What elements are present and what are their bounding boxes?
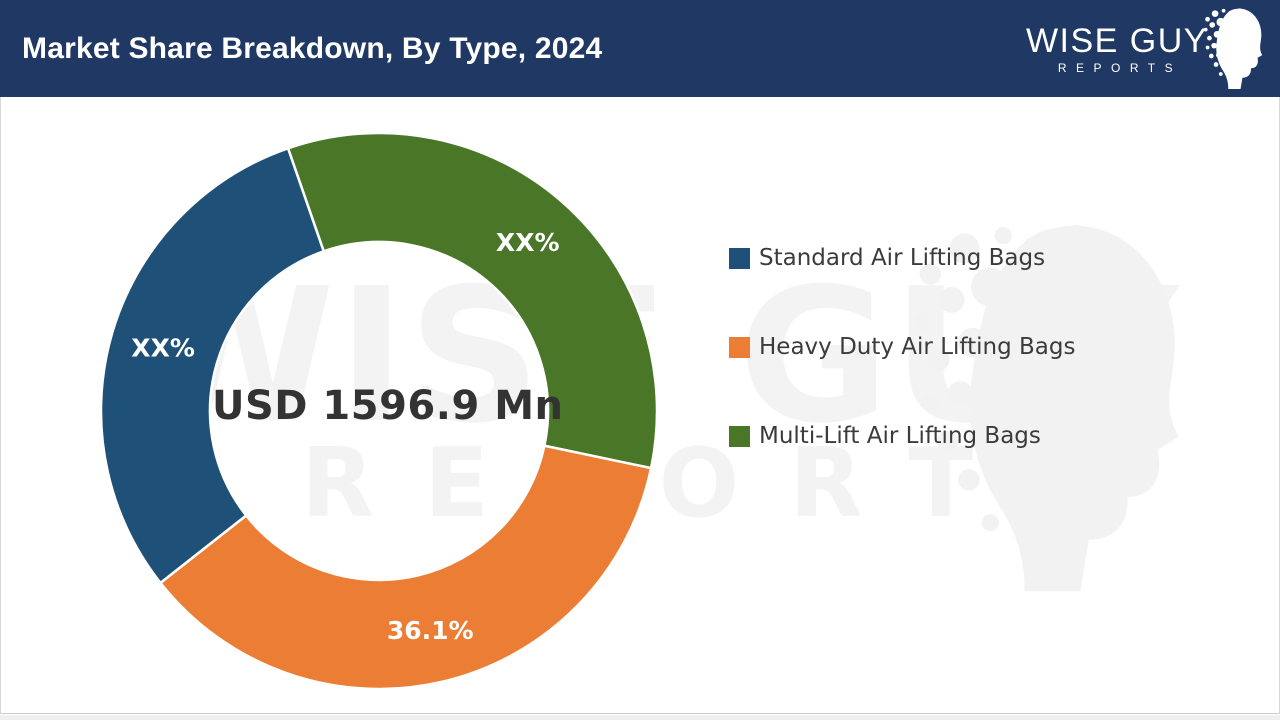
page-title: Market Share Breakdown, By Type, 2024 xyxy=(22,31,603,65)
donut-segment-standard-air-lifting-bags xyxy=(101,147,325,585)
donut-segment-multi-lift-air-lifting-bags xyxy=(286,133,657,470)
legend-item-standard: Standard Air Lifting Bags xyxy=(729,244,1045,272)
donut-segment-heavy-duty-air-lifting-bags xyxy=(159,444,653,689)
donut-chart: XX% 36.1% XX% xyxy=(101,133,657,689)
legend-item-heavy-duty: Heavy Duty Air Lifting Bags xyxy=(729,333,1075,361)
legend-label-heavy-duty: Heavy Duty Air Lifting Bags xyxy=(759,334,1076,360)
footer-strip xyxy=(0,715,1280,720)
wise-guy-logo: WISE GUY REPORTS xyxy=(1026,0,1266,97)
logo-wordmark-line1: WISE GUY xyxy=(1025,21,1208,60)
legend-item-multi-lift: Multi-Lift Air Lifting Bags xyxy=(729,422,1041,450)
legend-label-standard: Standard Air Lifting Bags xyxy=(759,245,1046,271)
donut-segment-label: 36.1% xyxy=(387,616,474,645)
legend-label-multi-lift: Multi-Lift Air Lifting Bags xyxy=(759,423,1041,449)
legend-swatch-multi-lift xyxy=(729,425,750,447)
logo-wordmark: WISE GUY REPORTS xyxy=(1026,24,1208,74)
header-bar: Market Share Breakdown, By Type, 2024 WI… xyxy=(0,0,1280,97)
logo-head-icon xyxy=(1203,8,1263,90)
donut-center-value: USD 1596.9 Mn xyxy=(212,383,564,429)
logo-wordmark-line2: REPORTS xyxy=(1057,60,1183,75)
watermark-head-icon xyxy=(913,224,1179,592)
legend-swatch-standard xyxy=(729,247,750,269)
legend-swatch-heavy-duty xyxy=(729,336,750,358)
donut-segment-label: XX% xyxy=(496,228,560,257)
chart-canvas: WISE GUY REPORTS XX% 36.1% XX% USD 1596.9 … xyxy=(0,97,1280,714)
donut-segment-label: XX% xyxy=(131,333,195,362)
